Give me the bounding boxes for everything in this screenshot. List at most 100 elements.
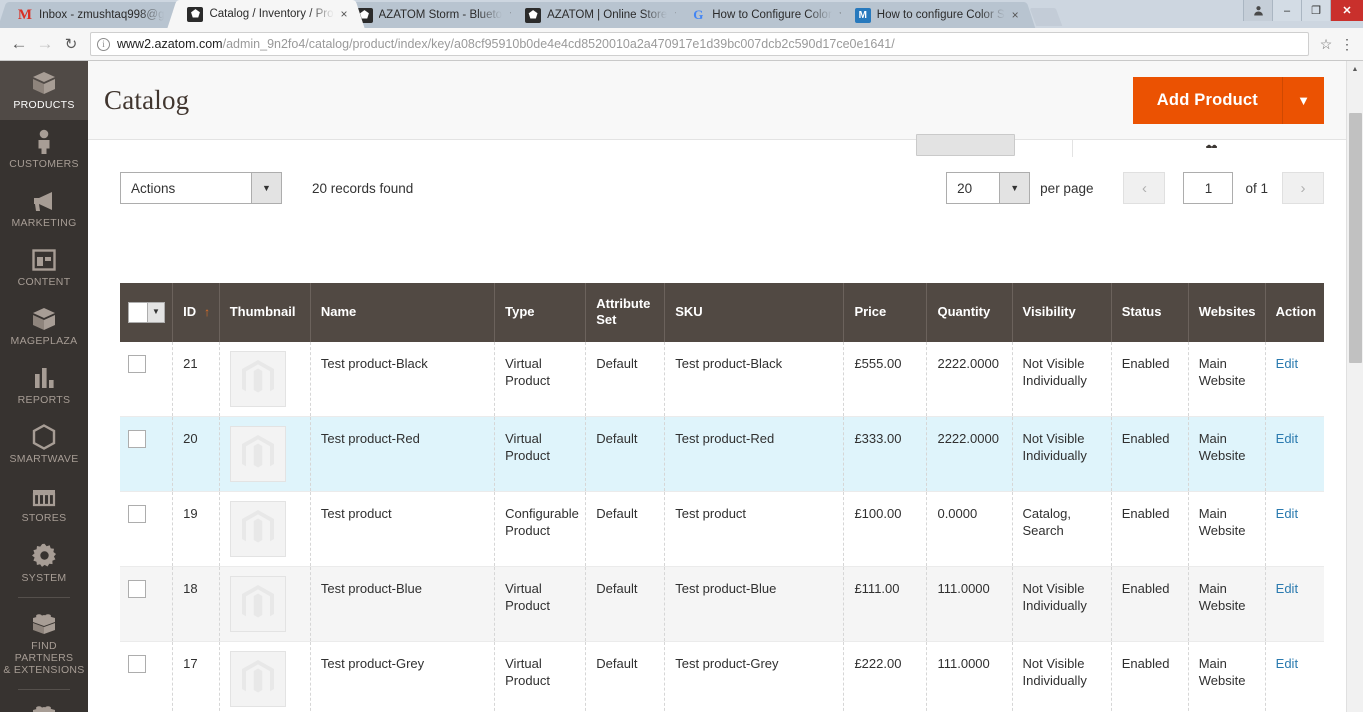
close-tab-icon[interactable]: ×: [1011, 8, 1019, 22]
previous-page-button[interactable]: ‹: [1123, 172, 1166, 204]
address-bar[interactable]: i www2.azatom.com/admin_9n2fo4/catalog/p…: [90, 32, 1309, 56]
row-select-cell[interactable]: [120, 416, 174, 492]
select-all-control[interactable]: ▼: [128, 301, 165, 323]
cell-action[interactable]: Edit: [1265, 491, 1324, 567]
row-select-cell[interactable]: [120, 341, 174, 417]
close-window-button[interactable]: ✕: [1330, 0, 1363, 21]
sidebar-item-content[interactable]: CONTENT: [0, 238, 88, 297]
edit-link[interactable]: Edit: [1275, 505, 1299, 521]
sidebar-item-system[interactable]: SYSTEM: [0, 534, 88, 593]
chevron-down-icon[interactable]: ▼: [1000, 172, 1031, 204]
cell-action[interactable]: Edit: [1265, 641, 1324, 712]
column-header-thumbnail[interactable]: Thumbnail: [219, 283, 311, 342]
column-header-action[interactable]: Action: [1265, 283, 1324, 342]
column-header-price[interactable]: Price: [843, 283, 928, 342]
per-page-label: per page: [1040, 180, 1094, 196]
table-row[interactable]: 17 Test product-Grey Virtual Product Defaul…: [120, 641, 1324, 712]
maximize-button[interactable]: ❐: [1301, 0, 1330, 21]
per-page-select[interactable]: 20 ▼: [946, 172, 1031, 204]
scrollbar-thumb[interactable]: [1349, 113, 1362, 363]
edit-link[interactable]: Edit: [1275, 580, 1299, 596]
add-product-button[interactable]: Add Product: [1132, 76, 1282, 124]
row-checkbox[interactable]: [128, 579, 146, 598]
next-page-button[interactable]: ›: [1282, 172, 1324, 204]
row-checkbox[interactable]: [128, 429, 146, 448]
close-tab-icon[interactable]: ×: [340, 7, 348, 21]
browser-tab[interactable]: ⬟AZATOM Storm - Blueto×: [337, 2, 533, 28]
site-info-icon[interactable]: i: [97, 37, 110, 51]
row-checkbox[interactable]: [128, 504, 146, 523]
page-header: Catalog Add Product ▼: [88, 61, 1346, 140]
minimize-button[interactable]: –: [1272, 0, 1301, 21]
browser-menu-icon[interactable]: ⋮: [1340, 35, 1354, 52]
select-all-checkbox[interactable]: [128, 301, 148, 323]
sidebar-item-mageplaza[interactable]: MAGEPLAZA: [0, 297, 88, 356]
browser-tab[interactable]: ⬟AZATOM | Online Store×: [505, 2, 698, 28]
cell-action[interactable]: Edit: [1265, 416, 1324, 492]
table-row[interactable]: 18 Test product-Blue Virtual Product Defaul…: [120, 566, 1324, 642]
actions-select[interactable]: Actions ▼: [120, 172, 282, 204]
edit-link[interactable]: Edit: [1275, 430, 1299, 446]
column-header-websites[interactable]: Websites: [1188, 283, 1266, 342]
row-checkbox[interactable]: [128, 354, 146, 373]
scroll-up-arrow-icon[interactable]: ▲: [1351, 66, 1359, 73]
row-select-cell[interactable]: [120, 491, 174, 567]
cell-type: Virtual Product: [494, 341, 587, 417]
columns-gear-icon-clipped[interactable]: [1205, 137, 1218, 151]
table-row[interactable]: 19 Test product Configurable Product Defaul…: [120, 491, 1324, 567]
edit-link[interactable]: Edit: [1275, 655, 1299, 671]
sidebar-item-reports[interactable]: REPORTS: [0, 356, 88, 415]
new-tab-button[interactable]: [1029, 8, 1062, 26]
column-header-visibility[interactable]: Visibility: [1012, 283, 1112, 342]
sidebar-item-smartwave[interactable]: SMARTWAVE: [0, 415, 88, 474]
row-select-cell[interactable]: [120, 566, 174, 642]
product-placeholder-icon: [229, 350, 286, 407]
column-header-quantity[interactable]: Quantity: [926, 283, 1013, 342]
sidebar-item-customers[interactable]: CUSTOMERS: [0, 120, 88, 179]
default-view-button-clipped[interactable]: [916, 134, 1015, 156]
cell-action[interactable]: Edit: [1265, 566, 1324, 642]
browser-tab[interactable]: M How to configure Color S ×: [835, 2, 1035, 28]
sidebar-item-products[interactable]: PRODUCTS: [0, 61, 88, 121]
sidebar-item-marketing[interactable]: MARKETING: [0, 179, 88, 238]
select-all-header[interactable]: ▼: [120, 283, 174, 342]
table-row[interactable]: 21 Test product-Black Virtual Product Defau…: [120, 341, 1324, 417]
per-page-value[interactable]: 20: [946, 172, 1001, 204]
back-button[interactable]: ←: [10, 34, 28, 53]
cell-action[interactable]: Edit: [1265, 341, 1324, 417]
add-product-group: Add Product ▼: [1132, 76, 1324, 124]
actions-select-value[interactable]: Actions: [120, 172, 252, 204]
cell-name: Test product-Grey: [310, 641, 496, 712]
user-profile-icon[interactable]: [1243, 0, 1272, 21]
table-row[interactable]: 20 Test product-Red Virtual Product Default…: [120, 416, 1324, 492]
column-header-type[interactable]: Type: [494, 283, 587, 342]
records-found-text: 20 records found: [312, 180, 414, 196]
column-header-attribute-set[interactable]: Attribute Set: [585, 283, 666, 342]
browser-tab[interactable]: ⬟ Catalog / Inventory / Pro ×: [167, 0, 365, 28]
page-number-input[interactable]: 1: [1183, 172, 1234, 204]
megaphone-icon: [2, 188, 86, 214]
chevron-down-icon[interactable]: ▼: [148, 301, 165, 323]
edit-link[interactable]: Edit: [1275, 355, 1299, 371]
bookmark-star-icon[interactable]: ☆: [1319, 35, 1333, 52]
column-header-sku[interactable]: SKU: [664, 283, 845, 342]
row-checkbox[interactable]: [128, 654, 146, 673]
sidebar-item-find-partners-extensions[interactable]: FIND PARTNERS & EXTENSIONS: [0, 602, 88, 685]
add-product-dropdown-toggle[interactable]: ▼: [1282, 76, 1324, 124]
forward-button[interactable]: →: [36, 34, 54, 53]
cell-visibility: Not Visible Individually: [1012, 341, 1112, 417]
sidebar-item-clipped[interactable]: [0, 694, 88, 712]
column-header-status[interactable]: Status: [1111, 283, 1189, 342]
column-header-id[interactable]: ID ↑: [172, 283, 220, 342]
row-select-cell[interactable]: [120, 641, 174, 712]
chevron-down-icon[interactable]: ▼: [252, 172, 282, 204]
column-header-name[interactable]: Name: [310, 283, 496, 342]
page-scrollbar[interactable]: ▲: [1346, 61, 1363, 712]
cell-attribute-set: Default: [585, 566, 666, 642]
sidebar-item-stores[interactable]: STORES: [0, 474, 88, 533]
reload-button[interactable]: ↻: [64, 36, 78, 53]
cell-thumbnail: [219, 641, 311, 712]
cell-thumbnail: [219, 491, 311, 567]
